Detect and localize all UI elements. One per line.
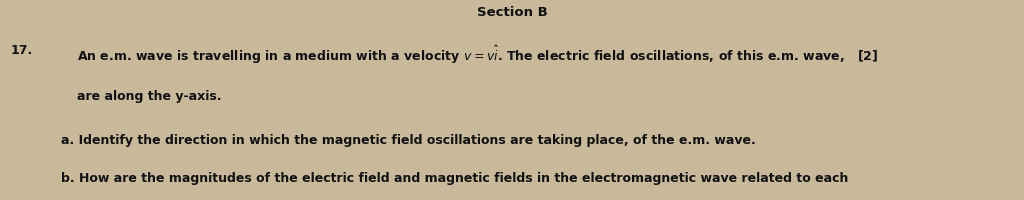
Text: Section B: Section B [476, 6, 548, 19]
Text: are along the y-axis.: are along the y-axis. [77, 90, 221, 103]
Text: 17.: 17. [10, 44, 33, 57]
Text: An e.m. wave is travelling in a medium with a velocity $v = v\hat{i}$. The elect: An e.m. wave is travelling in a medium w… [77, 44, 878, 66]
Text: a. Identify the direction in which the magnetic field oscillations are taking pl: a. Identify the direction in which the m… [61, 134, 756, 147]
Text: b. How are the magnitudes of the electric field and magnetic fields in the elect: b. How are the magnitudes of the electri… [61, 172, 849, 185]
